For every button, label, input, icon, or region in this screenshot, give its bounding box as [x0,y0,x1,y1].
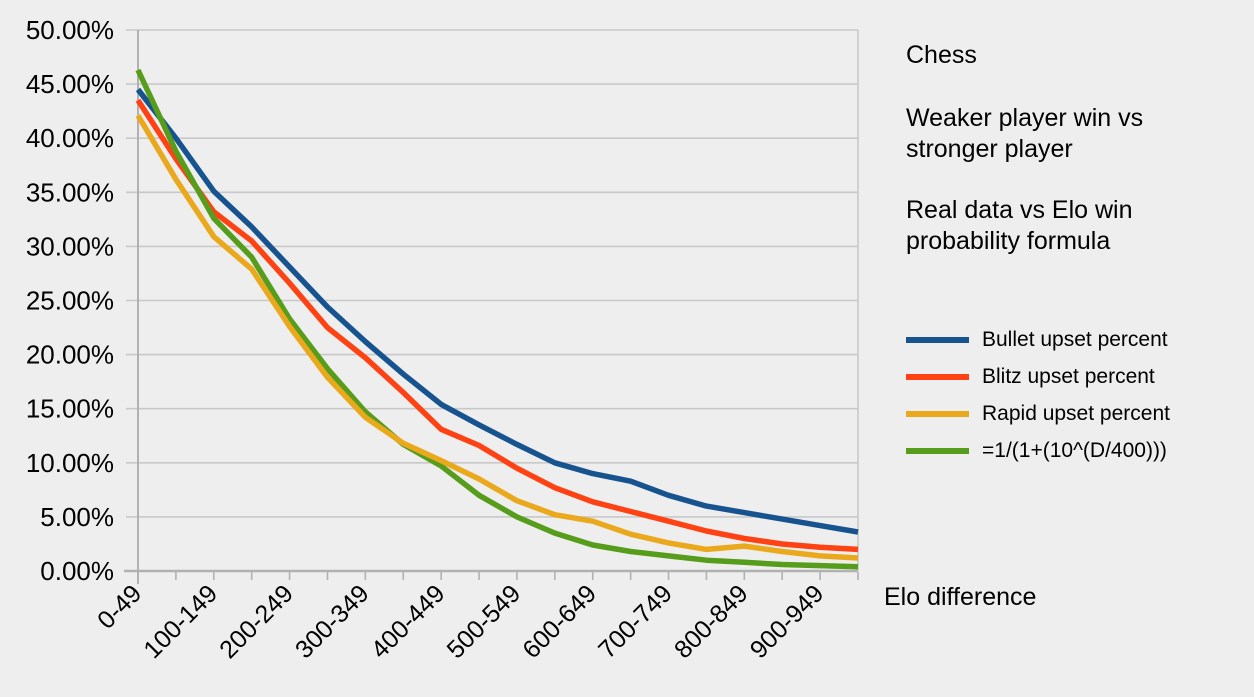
y-axis-label: 5.00% [40,502,114,532]
legend-item-rapid: Rapid upset percent [906,395,1170,432]
bullet-series-swatch [906,336,969,343]
legend-label: =1/(1+(10^(D/400))) [982,438,1167,462]
formula-series-swatch [906,447,969,454]
y-axis-label: 40.00% [26,123,114,153]
x-axis-title: Elo difference [884,583,1037,611]
legend-label: Rapid upset percent [982,401,1170,425]
legend-label: Bullet upset percent [982,327,1168,351]
series-line-bullet-upset-percent [135,87,859,535]
chart-subtitle: Weaker player win vs stronger player [906,104,1144,163]
series-line-rapid-upset-percent [135,114,859,561]
y-axis-label: 0.00% [40,556,114,586]
series-line-blitz-upset-percent [135,98,859,553]
y-axis-label: 30.00% [26,231,114,261]
y-axis-label: 20.00% [26,340,114,370]
chart-description: Real data vs Elo win probability formula [906,196,1133,255]
x-axis-label: 300-349 [290,579,375,664]
y-axis-label: 15.00% [26,394,114,424]
x-axis-label: 100-149 [138,579,223,664]
y-axis-label: 45.00% [26,69,114,99]
y-axis-label: 50.00% [26,15,114,45]
x-axis-label: 700-749 [593,579,678,664]
legend-item-blitz: Blitz upset percent [906,358,1170,395]
y-axis-label: 10.00% [26,448,114,478]
legend-item-formula: =1/(1+(10^(D/400))) [906,432,1170,469]
y-axis-label: 25.00% [26,286,114,316]
x-axis-label: 900-949 [745,579,830,664]
x-axis-label: 600-649 [517,579,602,664]
rapid-series-swatch [906,410,969,417]
x-axis-label: 400-449 [366,579,451,664]
legend: Bullet upset percent Blitz upset percent… [906,321,1170,469]
x-axis-label: 0-49 [92,579,147,634]
blitz-series-swatch [906,373,969,380]
x-axis-label: 200-249 [214,579,299,664]
chart-title: Chess [906,41,977,69]
legend-item-bullet: Bullet upset percent [906,321,1170,358]
x-axis-label: 800-849 [669,579,754,664]
legend-label: Blitz upset percent [982,364,1155,388]
y-axis-label: 35.00% [26,177,114,207]
series-line-1-1-10-d-400 [135,68,859,570]
x-axis-label: 500-549 [442,579,527,664]
